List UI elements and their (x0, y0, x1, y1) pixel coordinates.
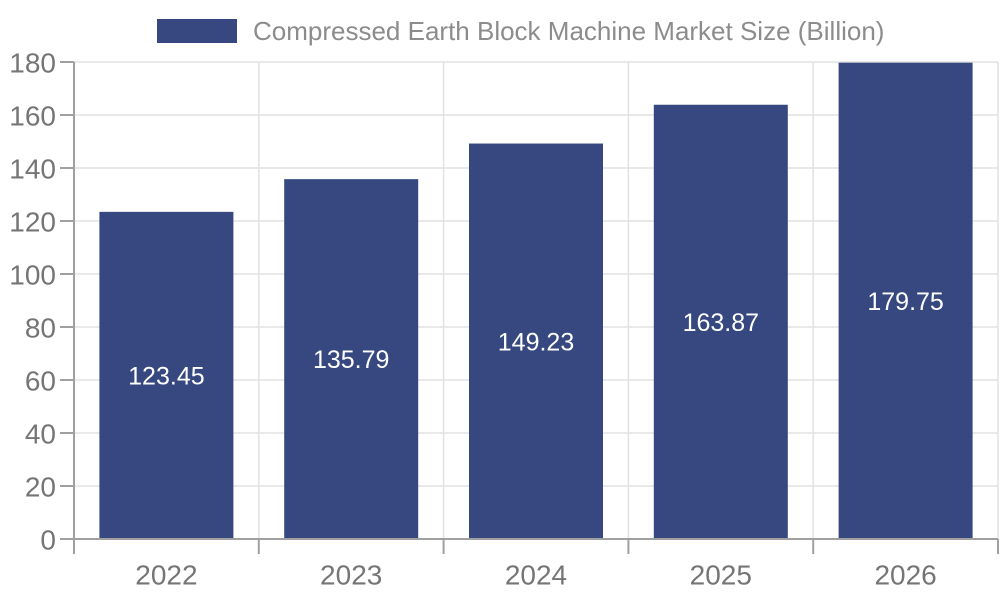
legend[interactable]: Compressed Earth Block Machine Market Si… (157, 18, 884, 44)
legend-label: Compressed Earth Block Machine Market Si… (253, 16, 885, 46)
x-tick-label-2024: 2024 (505, 560, 567, 591)
y-tick-label-160: 160 (9, 101, 56, 132)
y-tick-label-140: 140 (9, 154, 56, 185)
x-tick-label-2023: 2023 (320, 560, 382, 591)
x-tick-label-2025: 2025 (690, 560, 752, 591)
bar-value-label-2022: 123.45 (128, 362, 204, 390)
y-tick-label-180: 180 (9, 48, 56, 79)
bar-2024 (469, 143, 603, 539)
y-tick-label-0: 0 (40, 525, 56, 556)
y-tick-label-60: 60 (25, 366, 56, 397)
bar-value-label-2025: 163.87 (683, 309, 759, 337)
bar-value-label-2024: 149.23 (498, 328, 574, 356)
y-tick-label-120: 120 (9, 207, 56, 238)
x-tick-label-2022: 2022 (135, 560, 197, 591)
bar-value-label-2023: 135.79 (313, 346, 389, 374)
bar-value-label-2026: 179.75 (867, 288, 943, 316)
bar-2025 (653, 104, 788, 539)
bar-2023 (284, 179, 419, 539)
y-tick-label-20: 20 (25, 472, 56, 503)
bar-2026 (838, 62, 973, 539)
bar-2022 (99, 211, 234, 540)
x-tick-label-2026: 2026 (874, 560, 936, 591)
legend-swatch (157, 19, 237, 43)
y-tick-label-80: 80 (25, 313, 56, 344)
y-tick-label-40: 40 (25, 419, 56, 450)
y-tick-label-100: 100 (9, 260, 56, 291)
